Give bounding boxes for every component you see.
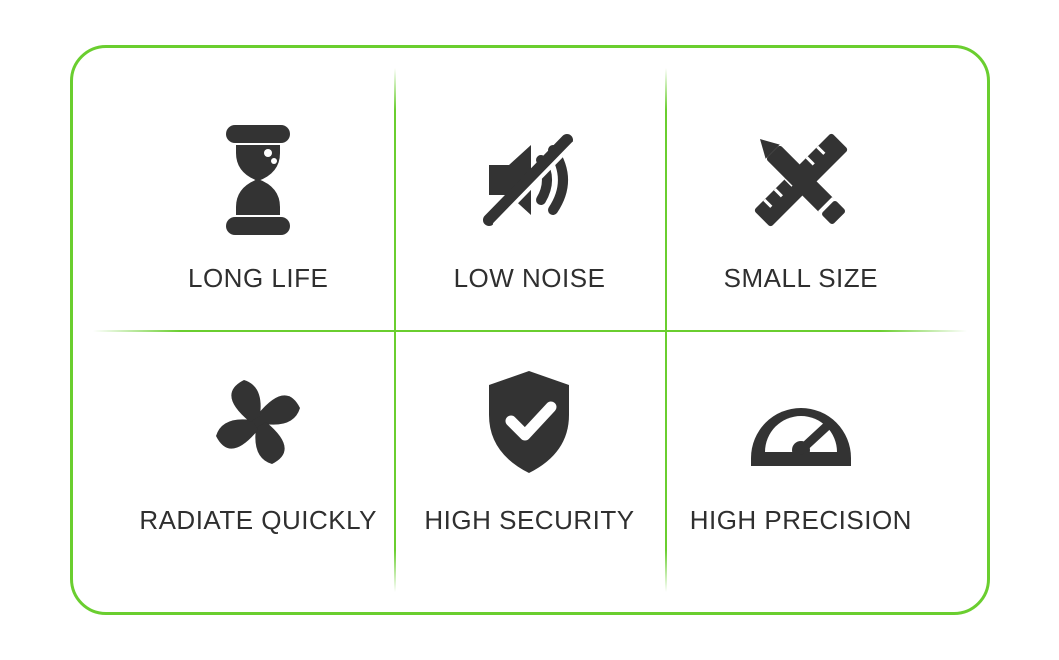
shield-check-icon xyxy=(469,367,589,477)
feature-label: HIGH PRECISION xyxy=(690,505,912,536)
feature-cell-low-noise: LOW NOISE xyxy=(394,88,665,330)
feature-label: SMALL SIZE xyxy=(724,263,878,294)
feature-label: RADIATE QUICKLY xyxy=(139,505,377,536)
feature-cell-radiate-quickly: RADIATE QUICKLY xyxy=(123,330,394,572)
feature-cell-long-life: LONG LIFE xyxy=(123,88,394,330)
feature-card-frame: LONG LIFE LOW NOISE xyxy=(70,45,990,615)
gauge-icon xyxy=(741,367,861,477)
feature-label: HIGH SECURITY xyxy=(424,505,634,536)
fan-icon xyxy=(198,367,318,477)
feature-grid: LONG LIFE LOW NOISE xyxy=(123,88,937,572)
feature-label: LONG LIFE xyxy=(188,263,328,294)
ruler-pencil-icon xyxy=(741,125,861,235)
feature-cell-high-precision: HIGH PRECISION xyxy=(665,330,936,572)
feature-cell-small-size: SMALL SIZE xyxy=(665,88,936,330)
feature-label: LOW NOISE xyxy=(454,263,606,294)
speaker-muted-icon xyxy=(469,125,589,235)
feature-cell-high-security: HIGH SECURITY xyxy=(394,330,665,572)
hourglass-icon xyxy=(198,125,318,235)
